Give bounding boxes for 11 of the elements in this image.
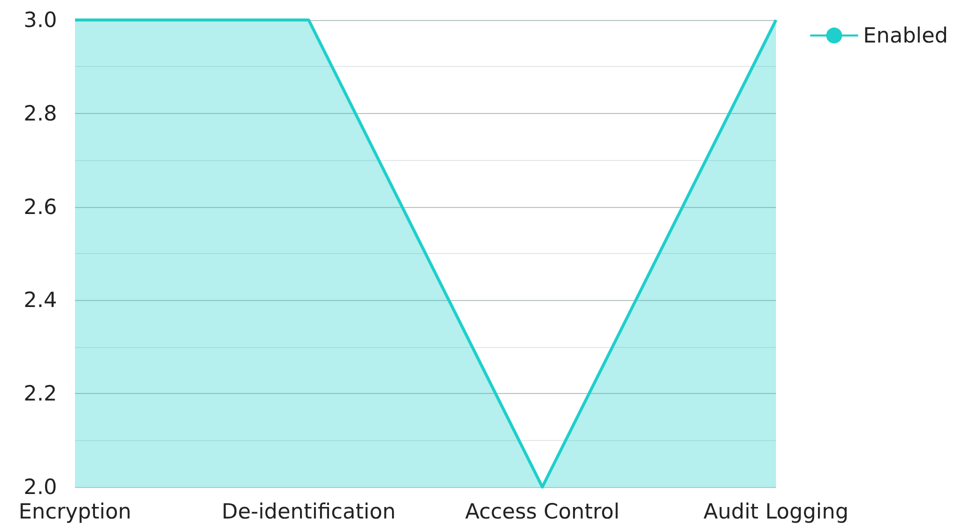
y-tick-label: 2.2 [24,382,57,406]
x-tick-label: Access Control [465,500,620,524]
y-tick-label: 2.8 [24,101,57,126]
y-tick-label: 2.6 [24,194,57,219]
x-tick-label: De-identification [222,500,396,524]
x-tick-label: Encryption [18,500,132,524]
y-tick-label: 2.0 [24,475,57,499]
x-tick-label: Audit Logging [703,500,849,524]
legend-label: Enabled [863,24,948,48]
y-tick-label: 3.0 [24,8,57,32]
y-tick-label: 2.4 [24,288,57,312]
